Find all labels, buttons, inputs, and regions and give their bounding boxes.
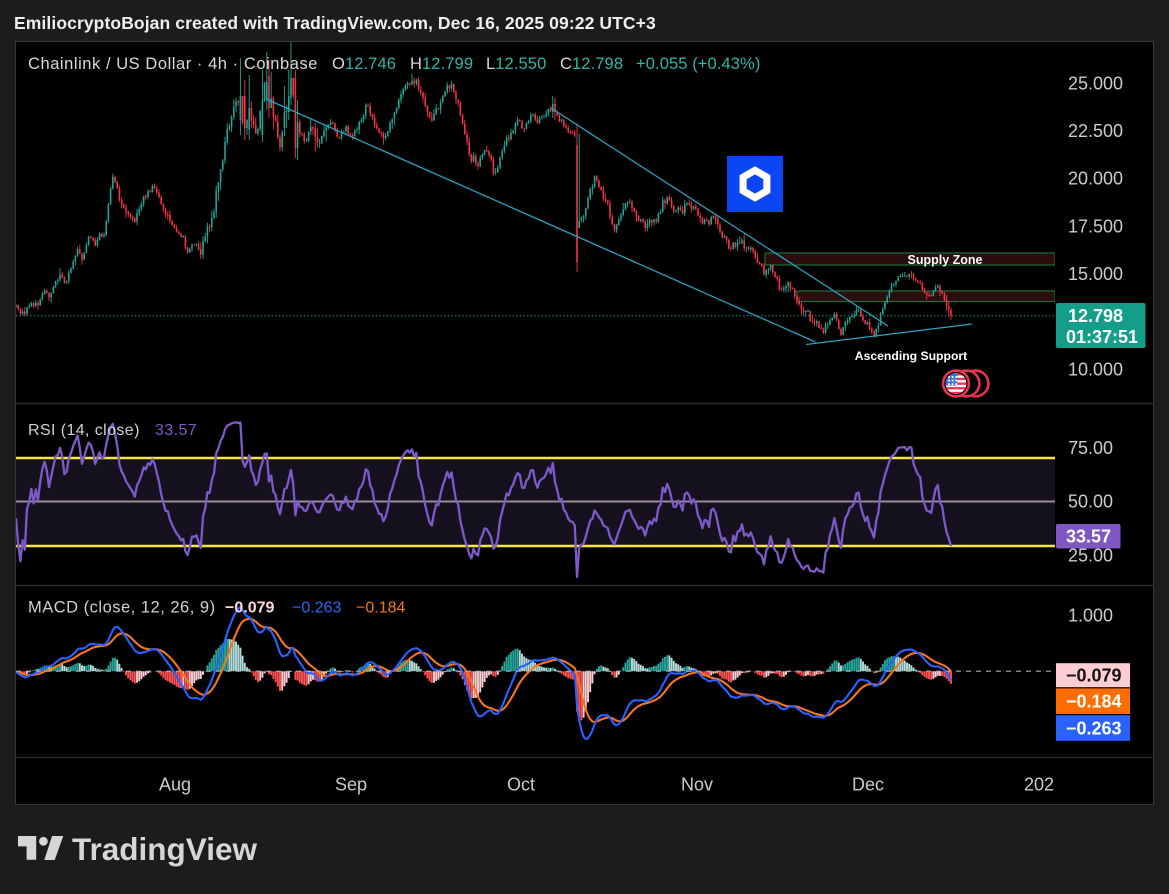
svg-text:L12.550: L12.550 (486, 55, 546, 73)
svg-text:−0.263: −0.263 (1066, 719, 1122, 739)
svg-text:Supply Zone: Supply Zone (908, 253, 983, 267)
svg-text:MACD (close, 12, 26, 9): MACD (close, 12, 26, 9) (28, 599, 216, 617)
svg-text:−0.079: −0.079 (225, 600, 274, 617)
svg-text:Sep: Sep (335, 775, 367, 795)
svg-text:75.00: 75.00 (1068, 438, 1113, 458)
svg-text:TradingView: TradingView (72, 831, 257, 867)
svg-text:33.57: 33.57 (1066, 527, 1111, 547)
svg-text:Ascending Support: Ascending Support (855, 349, 967, 363)
svg-text:1.000: 1.000 (1068, 606, 1113, 626)
svg-text:−0.184: −0.184 (356, 600, 405, 617)
svg-text:−0.184: −0.184 (1066, 692, 1122, 712)
svg-text:Oct: Oct (507, 775, 535, 795)
svg-text:01:37:51: 01:37:51 (1066, 327, 1138, 347)
svg-text:Aug: Aug (159, 775, 191, 795)
svg-text:EmiliocryptoBojan created with: EmiliocryptoBojan created with TradingVi… (14, 13, 656, 33)
svg-text:50.00: 50.00 (1068, 492, 1113, 512)
svg-text:C12.798: C12.798 (560, 55, 623, 73)
svg-text:O12.746: O12.746 (332, 55, 396, 73)
svg-text:10.000: 10.000 (1068, 359, 1123, 379)
svg-text:17.500: 17.500 (1068, 216, 1123, 236)
svg-text:15.000: 15.000 (1068, 264, 1123, 284)
svg-text:−0.263: −0.263 (292, 600, 341, 617)
svg-text:25.000: 25.000 (1068, 73, 1123, 93)
svg-text:RSI (14, close): RSI (14, close) (28, 422, 140, 439)
svg-text:Dec: Dec (852, 775, 884, 795)
svg-text:20.000: 20.000 (1068, 169, 1123, 189)
svg-text:202: 202 (1024, 775, 1054, 795)
svg-text:Nov: Nov (681, 775, 713, 795)
svg-text:H12.799: H12.799 (410, 55, 473, 73)
svg-text:25.00: 25.00 (1068, 545, 1113, 565)
svg-text:+0.055 (+0.43%): +0.055 (+0.43%) (636, 55, 760, 73)
svg-text:33.57: 33.57 (155, 422, 197, 439)
svg-text:Chainlink / US Dollar · 4h · C: Chainlink / US Dollar · 4h · Coinbase (28, 55, 318, 73)
svg-text:−0.079: −0.079 (1066, 666, 1122, 686)
svg-text:12.798: 12.798 (1068, 306, 1123, 326)
svg-text:22.500: 22.500 (1068, 121, 1123, 141)
